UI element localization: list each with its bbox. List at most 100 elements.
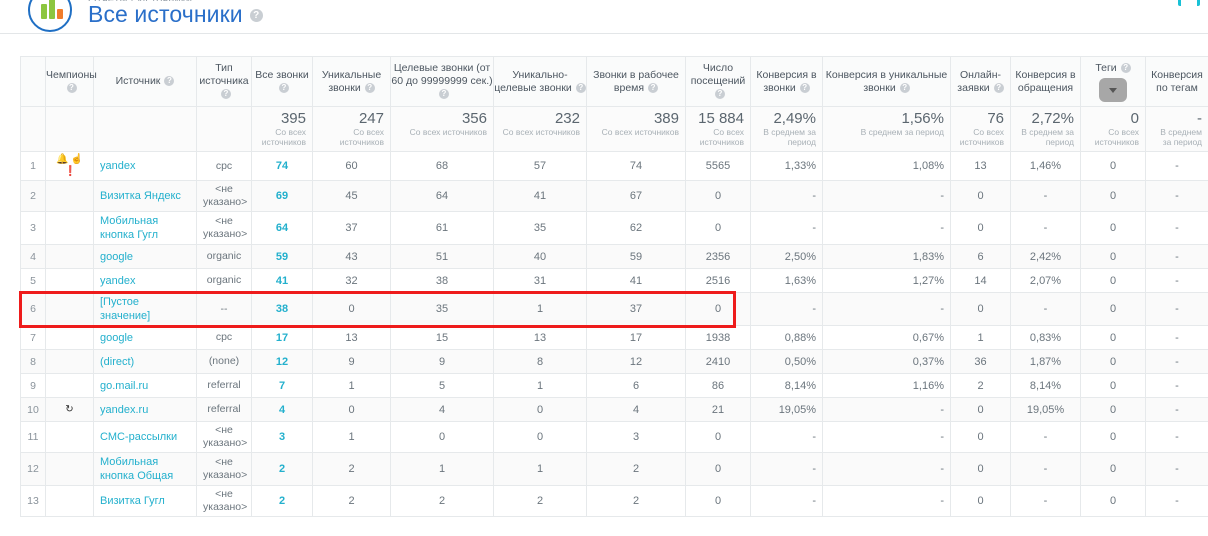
table-row[interactable]: 3 Мобильная кнопка Гугл <не указано> 64 37 61… xyxy=(20,211,1208,245)
source-cell[interactable]: google xyxy=(93,244,197,269)
table-row[interactable]: 7 google cpc 17 13 15 13 17 1938 0,88% 0,67% 1 0,83%… xyxy=(20,325,1208,350)
source-link[interactable]: yandex xyxy=(100,160,136,172)
all-calls-cell[interactable]: 2 xyxy=(251,485,313,517)
page-title-help-icon[interactable]: ? xyxy=(249,9,263,22)
source-link[interactable]: [Пустое значение] xyxy=(100,296,151,322)
column-help-icon[interactable]: ? xyxy=(221,89,231,99)
source-cell[interactable]: google xyxy=(93,325,197,350)
source-cell[interactable]: yandex xyxy=(93,268,197,293)
refresh-icon[interactable]: ↻ xyxy=(65,403,74,415)
column-header-uniq_target[interactable]: Уникально-целевые звонки? xyxy=(493,56,587,107)
source-cell[interactable]: go.mail.ru xyxy=(93,373,197,398)
top-right-badge-icon[interactable] xyxy=(1178,0,1200,9)
column-header-idx[interactable] xyxy=(20,56,46,107)
source-link[interactable]: go.mail.ru xyxy=(100,379,149,392)
column-header-target_calls[interactable]: Целевые звонки (от 60 до 99999999 сек.)? xyxy=(390,56,494,107)
column-help-icon[interactable]: ? xyxy=(364,82,375,93)
column-help-icon[interactable]: ? xyxy=(715,89,725,99)
column-help-icon[interactable]: ? xyxy=(279,82,289,93)
column-header-online_req[interactable]: Онлайн-заявки? xyxy=(950,56,1011,107)
source-link[interactable]: Визитка Яндекс xyxy=(100,190,181,202)
source-cell[interactable]: Визитка Гугл xyxy=(93,485,197,517)
source-link[interactable]: google xyxy=(100,331,134,344)
source-cell[interactable]: Мобильная кнопка Общая xyxy=(93,452,197,486)
all-calls-link[interactable]: 4 xyxy=(278,403,286,416)
all-calls-cell[interactable]: 12 xyxy=(251,349,313,374)
column-header-conv_appeal[interactable]: Конверсия в обращения xyxy=(1010,56,1081,107)
column-header-work_calls[interactable]: Звонки в рабочее время? xyxy=(586,56,686,107)
all-calls-cell[interactable]: 69 xyxy=(251,180,313,212)
source-cell[interactable]: [Пустое значение] xyxy=(93,292,197,326)
source-cell[interactable]: yandex xyxy=(93,151,197,181)
column-header-visits[interactable]: Число посещений? xyxy=(685,56,751,107)
column-help-icon[interactable]: ? xyxy=(1120,62,1131,73)
source-link[interactable]: Мобильная кнопка Гугл xyxy=(100,215,159,241)
table-row[interactable]: 9 go.mail.ru referral 7 1 5 1 6 86 8,14% 1,16% 2 8,1… xyxy=(20,373,1208,398)
source-link[interactable]: (direct) xyxy=(100,355,135,368)
table-row[interactable]: 6 [Пустое значение] -- 38 0 35 1 37 0- -0-0- xyxy=(20,292,1208,326)
table-row[interactable]: 13 Визитка Гугл <не указано> 2 2 2 2 2 0- -0-0- xyxy=(20,485,1208,517)
column-help-icon[interactable]: ? xyxy=(799,82,810,93)
table-row[interactable]: 12 Мобильная кнопка Общая <не указано> 2 2 1 1… xyxy=(20,452,1208,486)
all-calls-cell[interactable]: 64 xyxy=(251,211,313,245)
column-help-icon[interactable]: ? xyxy=(993,82,1004,93)
all-calls-cell[interactable]: 41 xyxy=(251,268,313,293)
all-calls-link[interactable]: 38 xyxy=(275,303,289,315)
alert-icon[interactable]: ❗ xyxy=(64,166,77,178)
all-calls-cell[interactable]: 7 xyxy=(251,373,313,398)
column-help-icon[interactable]: ? xyxy=(439,89,449,99)
source-cell[interactable]: Мобильная кнопка Гугл xyxy=(93,211,197,245)
column-help-icon[interactable]: ? xyxy=(899,82,910,93)
column-help-icon[interactable]: ? xyxy=(575,82,586,93)
table-row[interactable]: 5 yandex organic 41 32 38 31 41 2516 1,63% 1,27% 14… xyxy=(20,268,1208,293)
source-cell[interactable]: (direct) xyxy=(93,349,197,374)
all-calls-cell[interactable]: 38 xyxy=(251,292,313,326)
tags-dropdown-button[interactable] xyxy=(1099,77,1127,102)
all-calls-link[interactable]: 2 xyxy=(278,463,286,475)
source-cell[interactable]: Визитка Яндекс xyxy=(93,180,197,212)
column-header-conv_calls[interactable]: Конверсия в звонки? xyxy=(750,56,823,107)
all-calls-link[interactable]: 3 xyxy=(278,431,286,443)
source-cell[interactable]: yandex.ru xyxy=(93,397,197,422)
table-row[interactable]: 11 СМС-рассылки <не указано> 3 1 0 0 3 0- -0-0- xyxy=(20,421,1208,453)
column-header-uniq_calls[interactable]: Уникальные звонки? xyxy=(312,56,391,107)
all-calls-cell[interactable]: 17 xyxy=(251,325,313,350)
source-link[interactable]: google xyxy=(100,250,134,263)
table-row[interactable]: 2 Визитка Яндекс <не указано> 69 45 64 41 67 0- -… xyxy=(20,180,1208,212)
all-calls-link[interactable]: 2 xyxy=(278,495,286,507)
column-header-tags[interactable]: Теги? xyxy=(1080,56,1146,107)
column-header-all_calls[interactable]: Все звонки? xyxy=(251,56,313,107)
thumb-icon[interactable]: ☝ xyxy=(70,154,83,166)
table-row[interactable]: 4 google organic 59 43 51 40 59 2356 2,50% 1,83% 6 2… xyxy=(20,244,1208,269)
source-link[interactable]: yandex xyxy=(100,274,136,287)
table-row[interactable]: 1 🔔 ☝❗ yandex cpc 74 60 68 57 74 5565 1,33% 1,08% 13 1… xyxy=(20,151,1208,181)
all-calls-link[interactable]: 74 xyxy=(275,160,289,172)
bell-icon[interactable]: 🔔 xyxy=(56,154,69,166)
source-link[interactable]: Визитка Гугл xyxy=(100,495,165,507)
all-calls-cell[interactable]: 59 xyxy=(251,244,313,269)
table-row[interactable]: 8 (direct) (none) 12 9 9 8 12 2410 0,50% 0,37% 36 1,… xyxy=(20,349,1208,374)
column-help-icon[interactable]: ? xyxy=(648,82,659,93)
column-header-champions[interactable]: Чемпионы? xyxy=(45,56,97,107)
all-calls-cell[interactable]: 74 xyxy=(251,151,313,181)
all-calls-link[interactable]: 7 xyxy=(278,379,286,392)
source-cell[interactable]: СМС-рассылки xyxy=(93,421,197,453)
column-header-conv_tags[interactable]: Конверсия по тегам xyxy=(1145,56,1208,107)
all-calls-link[interactable]: 41 xyxy=(275,274,289,287)
source-link[interactable]: Мобильная кнопка Общая xyxy=(100,456,174,482)
all-calls-link[interactable]: 64 xyxy=(275,222,289,234)
source-link[interactable]: yandex.ru xyxy=(100,403,149,416)
all-calls-link[interactable]: 17 xyxy=(275,331,289,344)
column-help-icon[interactable]: ? xyxy=(164,76,175,86)
column-header-source_type[interactable]: Тип источника? xyxy=(196,56,252,107)
all-calls-link[interactable]: 69 xyxy=(275,190,289,202)
source-link[interactable]: СМС-рассылки xyxy=(100,431,178,443)
all-calls-link[interactable]: 12 xyxy=(275,355,289,368)
all-calls-link[interactable]: 59 xyxy=(275,250,289,263)
all-calls-cell[interactable]: 2 xyxy=(251,452,313,486)
all-calls-cell[interactable]: 4 xyxy=(251,397,313,422)
column-help-icon[interactable]: ? xyxy=(66,82,77,93)
all-calls-cell[interactable]: 3 xyxy=(251,421,313,453)
column-header-conv_uniq[interactable]: Конверсия в уникальные звонки? xyxy=(822,56,951,107)
table-row[interactable]: 10 ↻ yandex.ru referral 4 0 4 0 4 21 19,05% -0 19,05… xyxy=(20,397,1208,422)
